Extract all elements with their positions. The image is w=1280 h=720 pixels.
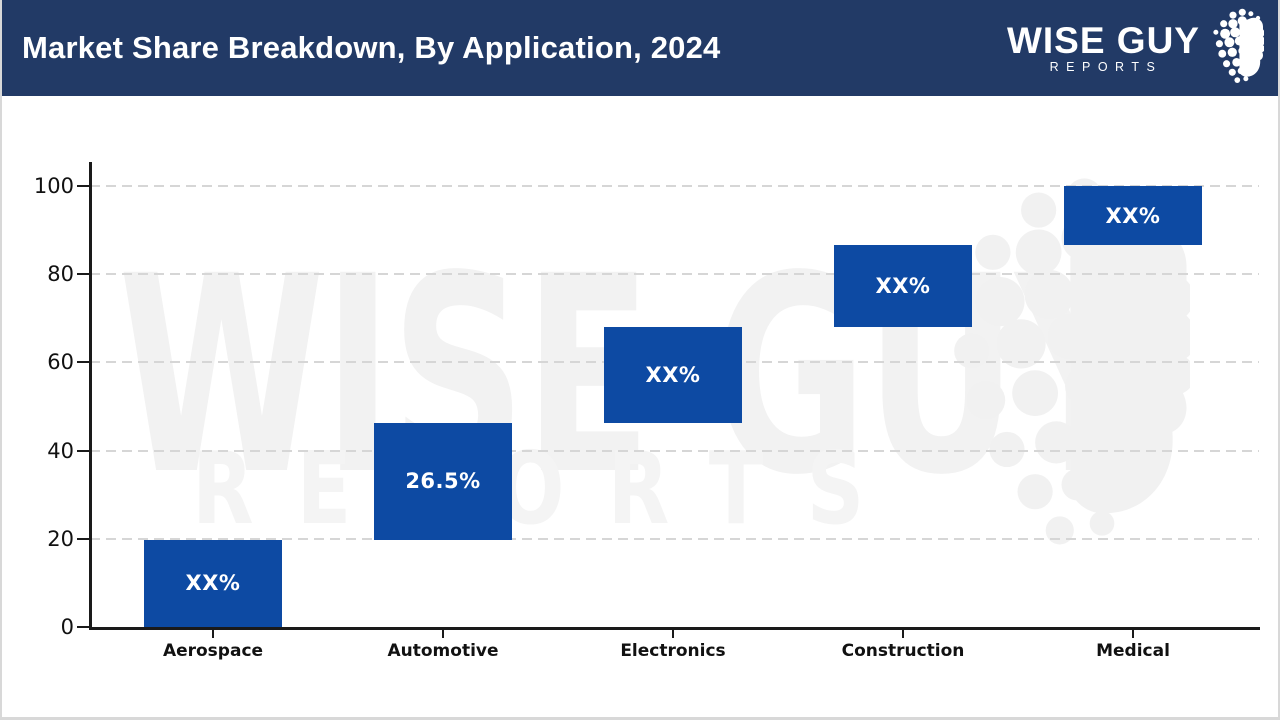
logo-wordmark: WISE GUY REPORTS [1006,19,1200,75]
y-tick-0 [77,626,89,628]
bar-value-label: XX% [1105,203,1161,228]
y-tick-label-40: 40 [47,438,74,463]
bar-value-label: XX% [645,362,701,387]
y-tick-label-0: 0 [60,615,74,639]
x-label-medical: Medical [1096,641,1170,661]
bar-medical: XX% [1064,186,1202,246]
y-tick-label-20: 20 [47,526,74,551]
x-label-construction: Construction [841,641,965,661]
y-tick-label-80: 80 [47,262,74,287]
x-tick-automotive [442,630,444,638]
gridline-40 [90,449,1259,452]
gridline-80 [90,273,1259,276]
chart-title: Market Share Breakdown, By Application, … [22,30,721,65]
bar-automotive: 26.5% [374,422,512,540]
x-tick-construction [902,630,904,638]
watermark-subtext: REPORTS [192,430,908,547]
y-axis-line [89,162,92,629]
y-tick-20 [77,537,89,540]
bar-aerospace: XX% [144,539,282,627]
y-tick-label-100: 100 [33,174,74,198]
gridline-100 [90,185,1259,187]
y-tick-80 [77,273,89,276]
bar-value-label: 26.5% [405,469,481,494]
gridline-20 [90,537,1259,540]
y-tick-40 [77,449,89,452]
wise-guy-logo: WISE GUY REPORTS [1007,8,1264,88]
x-label-electronics: Electronics [620,641,726,661]
y-tick-60 [77,361,89,364]
x-tick-medical [1132,630,1134,638]
x-tick-electronics [672,630,674,638]
y-tick-label-60: 60 [47,350,74,375]
x-tick-aerospace [212,630,214,638]
x-label-aerospace: Aerospace [162,641,264,661]
bar-electronics: XX% [604,327,742,423]
header-bar: Market Share Breakdown, By Application, … [2,0,1278,96]
x-axis-line [89,627,1260,630]
logo-wordmark-text: WISE GUY [1006,19,1200,61]
y-tick-100 [77,185,89,187]
logo-subtext: REPORTS [1049,60,1163,75]
bar-construction: XX% [834,245,972,328]
x-label-automotive: Automotive [387,641,499,661]
bar-value-label: XX% [875,274,931,299]
bar-value-label: XX% [185,571,241,596]
